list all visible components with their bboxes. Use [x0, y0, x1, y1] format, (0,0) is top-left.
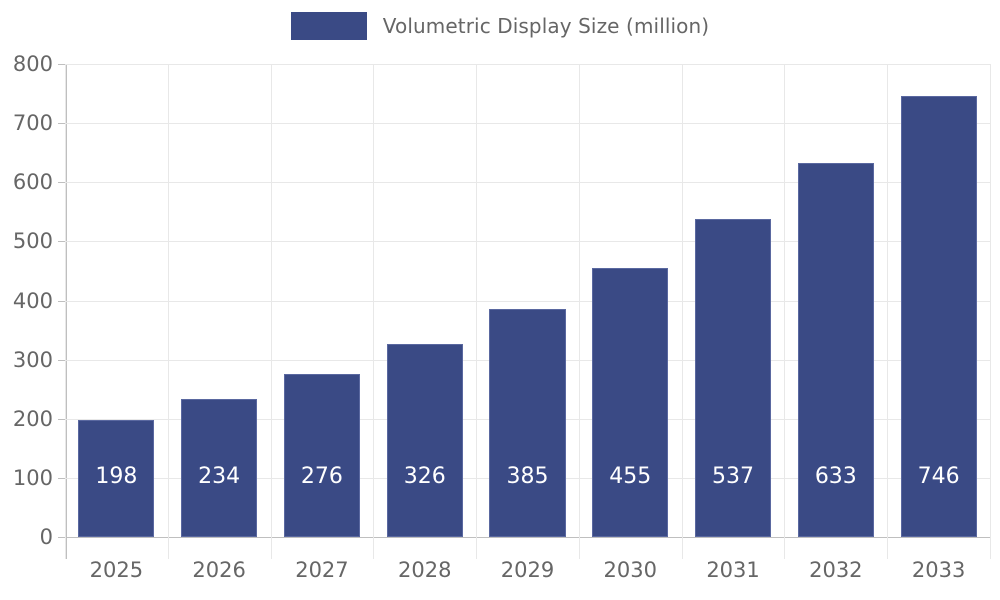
bar-value-label: 537	[712, 463, 755, 489]
gridline-horizontal	[65, 241, 990, 243]
y-axis-tick-label: 0	[39, 525, 53, 549]
bar-value-label: 455	[609, 463, 652, 489]
bar-2027[interactable]: 276	[283, 373, 360, 537]
gridline-vertical	[65, 64, 66, 559]
bar-2032[interactable]: 633	[797, 162, 874, 537]
y-axis-tick-mark	[58, 241, 65, 243]
y-axis-tick-mark	[58, 537, 65, 538]
bar-2026[interactable]: 234	[181, 398, 258, 537]
y-axis-tick-label: 700	[12, 111, 53, 136]
y-axis-tick-label: 800	[12, 52, 53, 76]
bar-2033[interactable]: 746	[900, 95, 977, 537]
y-axis-tick-mark	[58, 300, 65, 302]
y-axis-tick-mark	[58, 418, 65, 420]
x-axis-tick-label: 2027	[295, 558, 349, 582]
y-axis-tick-mark	[58, 477, 65, 479]
bar-value-label: 198	[95, 463, 138, 489]
x-axis-tick-label: 2031	[706, 558, 760, 582]
y-axis-tick-mark	[58, 123, 65, 125]
bar-value-label: 276	[300, 463, 343, 489]
y-axis-line	[65, 64, 67, 559]
x-axis-tick-label: 2033	[911, 558, 966, 582]
x-axis-tick-label: 2028	[397, 558, 452, 582]
x-axis-tick-label: 2030	[603, 558, 657, 582]
bar-value-label: 746	[917, 463, 960, 489]
legend-color-swatch	[290, 12, 367, 40]
gridline-horizontal	[65, 123, 990, 125]
gridline-horizontal	[65, 300, 990, 302]
x-axis-tick-label: 2026	[192, 558, 246, 582]
x-axis-tick-label: 2025	[89, 558, 144, 582]
y-axis-tick-mark	[58, 182, 65, 184]
y-axis-tick-label: 400	[12, 288, 53, 313]
y-axis-tick-label: 600	[12, 170, 53, 195]
bar-value-label: 385	[506, 463, 549, 489]
x-axis-tick-label: 2032	[809, 558, 863, 582]
gridline-vertical	[681, 64, 683, 559]
bar-2030[interactable]: 455	[592, 267, 669, 537]
plot-area: 198 234 276 326 385 455 537 633 746	[65, 64, 991, 559]
bar-value-label: 633	[814, 463, 857, 489]
gridline-vertical	[990, 64, 991, 559]
bar-value-label: 234	[198, 463, 241, 489]
gridline-vertical	[476, 64, 478, 559]
gridline-horizontal	[65, 182, 990, 184]
gridline-horizontal	[65, 64, 990, 65]
y-axis-tick-label: 300	[12, 347, 53, 372]
y-axis-tick-label: 500	[12, 229, 53, 254]
y-axis-tick-mark	[58, 359, 65, 361]
legend-label: Volumetric Display Size (million)	[382, 14, 710, 38]
chart-legend: Volumetric Display Size (million)	[0, 0, 1000, 52]
gridline-vertical	[578, 64, 580, 559]
gridline-vertical	[784, 64, 786, 559]
bar-2028[interactable]: 326	[386, 344, 463, 537]
gridline-vertical	[373, 64, 375, 559]
y-axis-tick-mark	[58, 64, 65, 65]
x-axis-tick-label: 2029	[500, 558, 555, 582]
y-axis-tick-label: 200	[12, 406, 53, 431]
gridline-horizontal	[65, 537, 990, 538]
bar-2031[interactable]: 537	[695, 219, 772, 537]
bar-2029[interactable]: 385	[489, 309, 566, 537]
gridline-vertical	[167, 64, 169, 559]
y-axis-tick-label: 100	[12, 465, 53, 490]
gridline-vertical	[270, 64, 272, 559]
gridline-vertical	[887, 64, 889, 559]
bar-value-label: 326	[403, 463, 446, 489]
bar-2025[interactable]: 198	[78, 419, 155, 537]
